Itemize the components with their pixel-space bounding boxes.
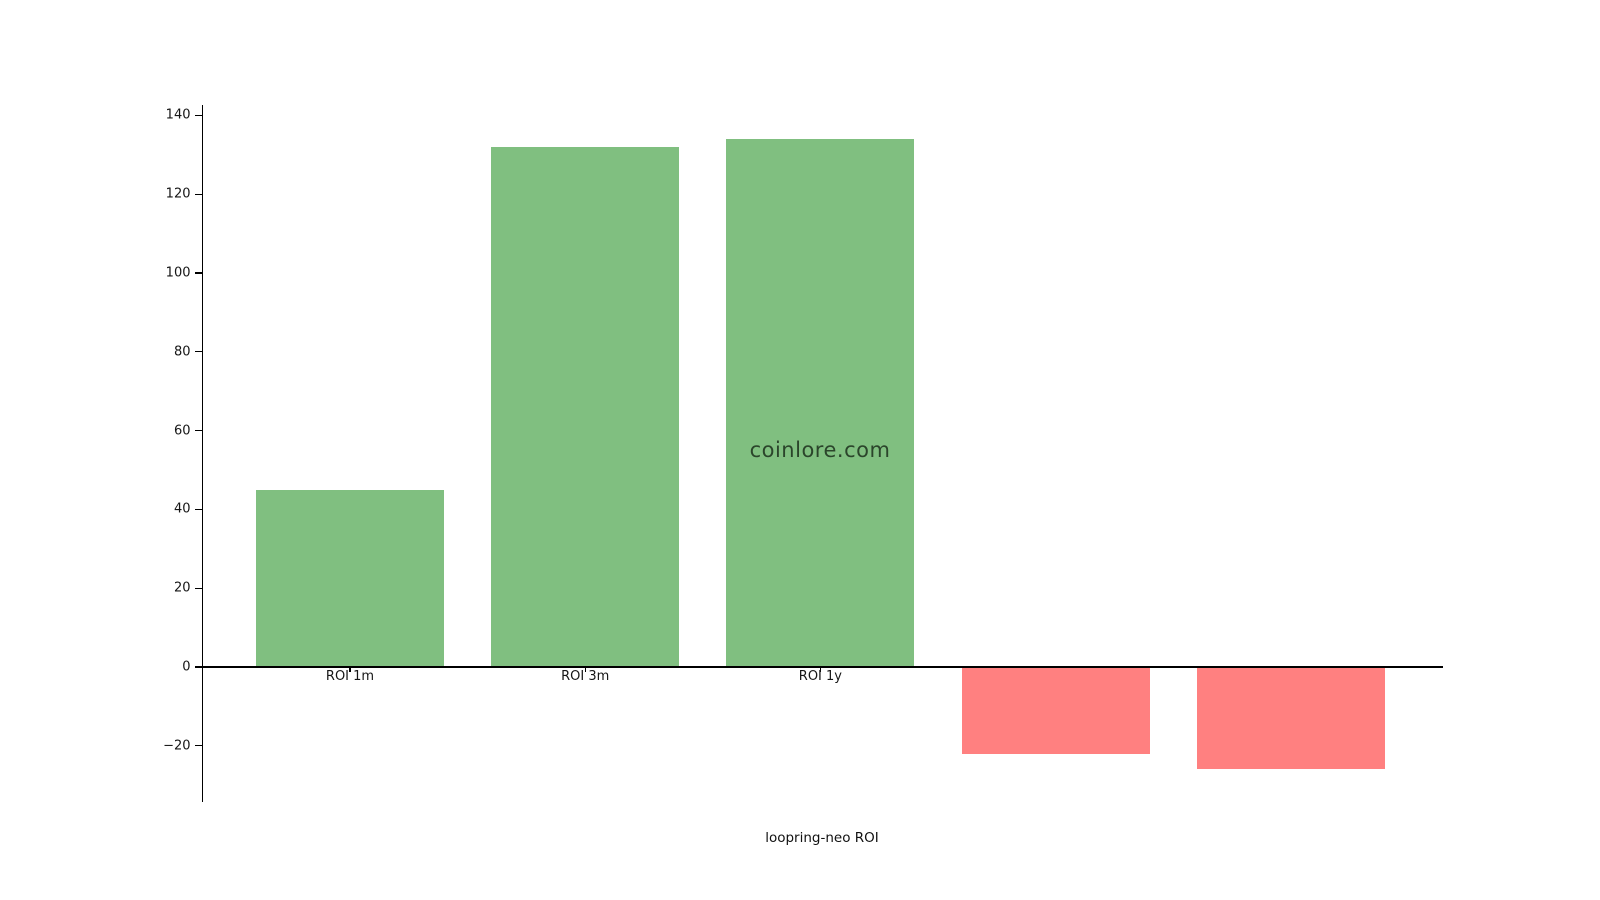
y-axis-tick-mark — [194, 745, 202, 747]
y-axis-tick-label: 40 — [173, 501, 191, 517]
y-axis-tick-mark — [194, 430, 202, 432]
watermark-text: coinlore.com — [749, 438, 891, 462]
y-axis-tick-mark — [194, 193, 202, 195]
chart-xlabel: loopring-neo ROI — [765, 830, 879, 846]
bar-bar-5 — [1196, 667, 1385, 770]
y-axis-tick-label: 80 — [173, 344, 191, 360]
bar-roi-1m — [256, 489, 444, 667]
bar-bar-4 — [961, 667, 1150, 754]
y-axis-tick-label: 100 — [165, 265, 191, 281]
y-axis-tick-mark — [194, 272, 202, 274]
x-axis-tick-label: ROI 1m — [325, 668, 375, 684]
y-axis-tick-mark — [194, 666, 202, 668]
y-axis-spine — [201, 104, 203, 803]
y-axis-tick-label: 140 — [165, 107, 191, 123]
y-axis-tick-label: 60 — [173, 423, 191, 439]
x-axis-tick-mark — [349, 667, 351, 672]
x-axis-tick-mark — [819, 667, 821, 672]
x-axis-tick-label: ROI 1y — [798, 668, 842, 684]
x-axis-tick-label: ROI 3m — [561, 668, 610, 684]
y-axis-tick-mark — [194, 508, 202, 510]
bar-roi-3m — [491, 146, 680, 667]
y-axis-tick-label: 120 — [165, 186, 191, 202]
x-axis-tick-mark — [584, 667, 586, 672]
y-axis-tick-label: −20 — [163, 738, 191, 754]
y-axis-tick-label: 20 — [173, 580, 191, 596]
y-axis-tick-mark — [194, 114, 202, 116]
y-axis-tick-mark — [194, 587, 202, 589]
bar-roi-1y — [726, 139, 915, 667]
y-axis-tick-mark — [194, 351, 202, 353]
x-axis-zero-line — [201, 666, 1443, 668]
y-axis-tick-label: 0 — [182, 659, 191, 675]
